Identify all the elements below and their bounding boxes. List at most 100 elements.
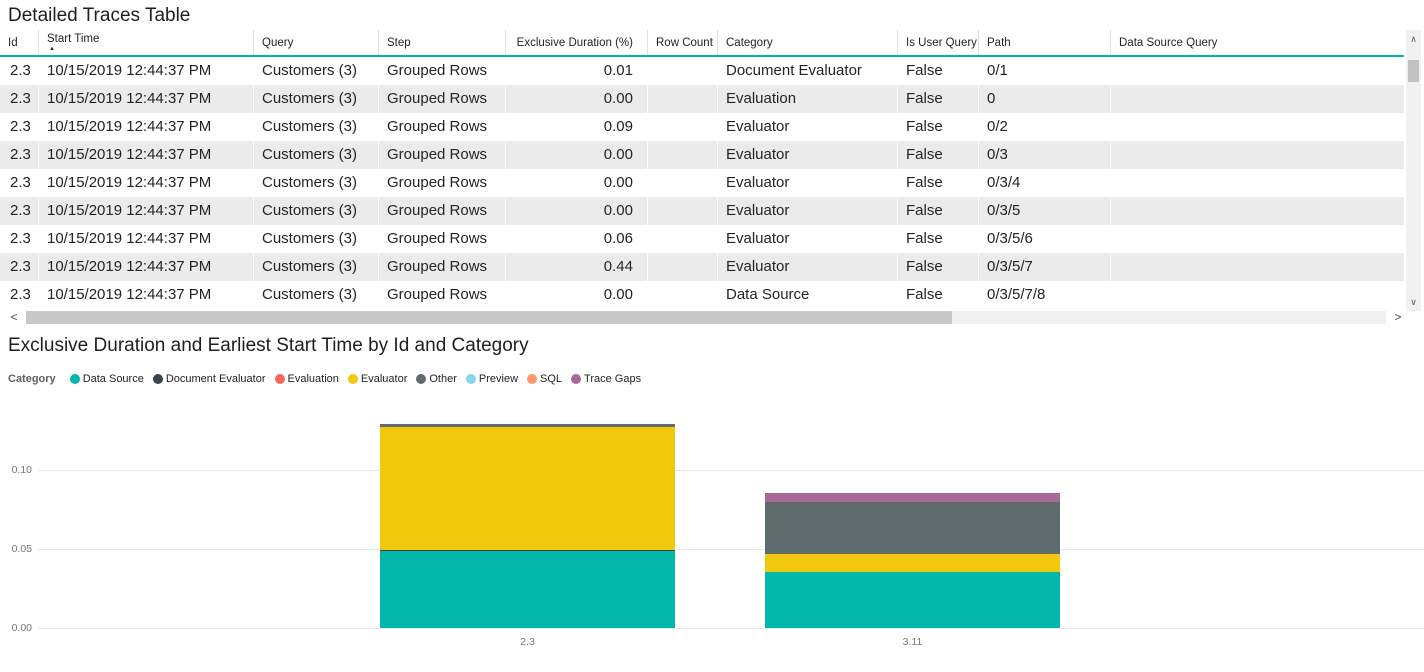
table-cell-step[interactable]: Grouped Rows: [378, 141, 505, 169]
bar-segment-document-evaluator[interactable]: [380, 549, 675, 552]
table-cell-start-time[interactable]: 10/15/2019 12:44:37 PM: [38, 281, 253, 309]
legend-item-preview[interactable]: Preview: [465, 373, 518, 385]
scroll-down-icon[interactable]: ∨: [1410, 297, 1417, 307]
table-cell-exclusive-duration[interactable]: 0.00: [505, 169, 647, 197]
table-cell-query[interactable]: Customers (3): [253, 281, 378, 309]
table-cell-row-count[interactable]: [647, 113, 717, 141]
table-cell-start-time[interactable]: 10/15/2019 12:44:37 PM: [38, 57, 253, 85]
table-cell-step[interactable]: Grouped Rows: [378, 57, 505, 85]
table-row[interactable]: 2.3 10/15/2019 12:44:37 PM Customers (3) Gr…: [0, 225, 1404, 253]
table-cell-path[interactable]: 0/2: [978, 113, 1110, 141]
horizontal-scrollbar-thumb[interactable]: [26, 311, 952, 324]
scroll-left-icon[interactable]: <: [10, 310, 18, 324]
bar-segment-other[interactable]: [380, 423, 675, 428]
table-cell-category[interactable]: Evaluator: [717, 169, 897, 197]
table-cell-start-time[interactable]: 10/15/2019 12:44:37 PM: [38, 113, 253, 141]
table-cell-data-source-query[interactable]: [1110, 169, 1404, 197]
scroll-up-icon[interactable]: ∧: [1410, 34, 1417, 44]
table-cell-category[interactable]: Document Evaluator: [717, 57, 897, 85]
table-cell-step[interactable]: Grouped Rows: [378, 113, 505, 141]
table-cell-step[interactable]: Grouped Rows: [378, 197, 505, 225]
bar-segment-data-source[interactable]: [765, 572, 1060, 628]
horizontal-scrollbar-track[interactable]: [26, 311, 1386, 324]
table-cell-id[interactable]: 2.3: [10, 258, 31, 275]
table-cell-exclusive-duration[interactable]: 0.00: [505, 197, 647, 225]
table-cell-row-count[interactable]: [647, 253, 717, 281]
bar-segment-data-source[interactable]: [380, 551, 675, 628]
table-cell-id[interactable]: 2.3: [10, 146, 31, 163]
table-cell-exclusive-duration[interactable]: 0.00: [505, 281, 647, 309]
legend-item-trace-gaps[interactable]: Trace Gaps: [571, 373, 641, 385]
table-cell-data-source-query[interactable]: [1110, 281, 1404, 309]
table-cell-query[interactable]: Customers (3): [253, 197, 378, 225]
horizontal-scrollbar[interactable]: < >: [0, 310, 1410, 325]
table-cell-step[interactable]: Grouped Rows: [378, 225, 505, 253]
table-cell-category[interactable]: Evaluation: [717, 85, 897, 113]
table-cell-row-count[interactable]: [647, 197, 717, 225]
column-header-start-time[interactable]: Start Time ▲: [38, 30, 253, 55]
table-cell-start-time[interactable]: 10/15/2019 12:44:37 PM: [38, 197, 253, 225]
column-header-exclusive-duration[interactable]: Exclusive Duration (%): [505, 30, 647, 55]
table-cell-start-time[interactable]: 10/15/2019 12:44:37 PM: [38, 169, 253, 197]
table-cell-start-time[interactable]: 10/15/2019 12:44:37 PM: [38, 85, 253, 113]
vertical-scrollbar-thumb[interactable]: [1408, 60, 1419, 82]
table-cell-category[interactable]: Evaluator: [717, 225, 897, 253]
table-cell-query[interactable]: Customers (3): [253, 141, 378, 169]
bar-segment-evaluator[interactable]: [380, 427, 675, 550]
table-cell-query[interactable]: Customers (3): [253, 253, 378, 281]
table-cell-exclusive-duration[interactable]: 0.09: [505, 113, 647, 141]
table-cell-is-user-query[interactable]: False: [897, 169, 978, 197]
table-cell-is-user-query[interactable]: False: [897, 281, 978, 309]
column-header-step[interactable]: Step: [378, 30, 505, 55]
table-cell-category[interactable]: Data Source: [717, 281, 897, 309]
table-cell-exclusive-duration[interactable]: 0.00: [505, 85, 647, 113]
table-cell-data-source-query[interactable]: [1110, 225, 1404, 253]
table-cell-query[interactable]: Customers (3): [253, 225, 378, 253]
bar-segment-trace-gaps[interactable]: [765, 492, 1060, 502]
table-cell-step[interactable]: Grouped Rows: [378, 85, 505, 113]
table-cell-row-count[interactable]: [647, 169, 717, 197]
scroll-right-icon[interactable]: >: [1394, 310, 1402, 324]
bar-segment-other[interactable]: [765, 501, 1060, 555]
table-cell-path[interactable]: 0/3/5: [978, 197, 1110, 225]
table-cell-is-user-query[interactable]: False: [897, 141, 978, 169]
table-cell-category[interactable]: Evaluator: [717, 113, 897, 141]
table-cell-start-time[interactable]: 10/15/2019 12:44:37 PM: [38, 225, 253, 253]
column-header-data-source-query[interactable]: Data Source Query: [1110, 30, 1404, 55]
legend-item-evaluator[interactable]: Evaluator: [347, 373, 407, 385]
table-cell-path[interactable]: 0/3/4: [978, 169, 1110, 197]
column-header-category[interactable]: Category: [717, 30, 897, 55]
column-header-path[interactable]: Path: [978, 30, 1110, 55]
table-cell-query[interactable]: Customers (3): [253, 85, 378, 113]
table-cell-exclusive-duration[interactable]: 0.44: [505, 253, 647, 281]
table-cell-path[interactable]: 0/3: [978, 141, 1110, 169]
table-cell-id[interactable]: 2.3: [10, 202, 31, 219]
table-cell-id[interactable]: 2.3: [10, 230, 31, 247]
table-row[interactable]: 2.3 10/15/2019 12:44:37 PM Customers (3) Gr…: [0, 57, 1404, 85]
table-row[interactable]: 2.3 10/15/2019 12:44:37 PM Customers (3) Gr…: [0, 253, 1404, 281]
table-cell-id[interactable]: 2.3: [10, 174, 31, 191]
table-cell-id[interactable]: 2.3: [10, 286, 31, 303]
legend-item-data-source[interactable]: Data Source: [69, 373, 144, 385]
table-cell-id[interactable]: 2.3: [10, 62, 31, 79]
table-cell-step[interactable]: Grouped Rows: [378, 281, 505, 309]
legend-item-document-evaluator[interactable]: Document Evaluator: [152, 373, 266, 385]
table-cell-row-count[interactable]: [647, 225, 717, 253]
table-cell-row-count[interactable]: [647, 141, 717, 169]
table-row[interactable]: 2.3 10/15/2019 12:44:37 PM Customers (3) Gr…: [0, 169, 1404, 197]
table-cell-data-source-query[interactable]: [1110, 141, 1404, 169]
table-cell-is-user-query[interactable]: False: [897, 197, 978, 225]
stacked-bar-2-3[interactable]: [380, 423, 675, 628]
column-header-query[interactable]: Query: [253, 30, 378, 55]
table-cell-is-user-query[interactable]: False: [897, 57, 978, 85]
table-cell-step[interactable]: Grouped Rows: [378, 169, 505, 197]
bar-segment-evaluator[interactable]: [765, 554, 1060, 573]
table-cell-start-time[interactable]: 10/15/2019 12:44:37 PM: [38, 253, 253, 281]
table-cell-query[interactable]: Customers (3): [253, 57, 378, 85]
table-cell-category[interactable]: Evaluator: [717, 197, 897, 225]
table-cell-path[interactable]: 0/3/5/6: [978, 225, 1110, 253]
table-cell-is-user-query[interactable]: False: [897, 85, 978, 113]
table-cell-data-source-query[interactable]: [1110, 253, 1404, 281]
table-row[interactable]: 2.3 10/15/2019 12:44:37 PM Customers (3) Gr…: [0, 281, 1404, 309]
column-header-row-count[interactable]: Row Count: [647, 30, 717, 55]
